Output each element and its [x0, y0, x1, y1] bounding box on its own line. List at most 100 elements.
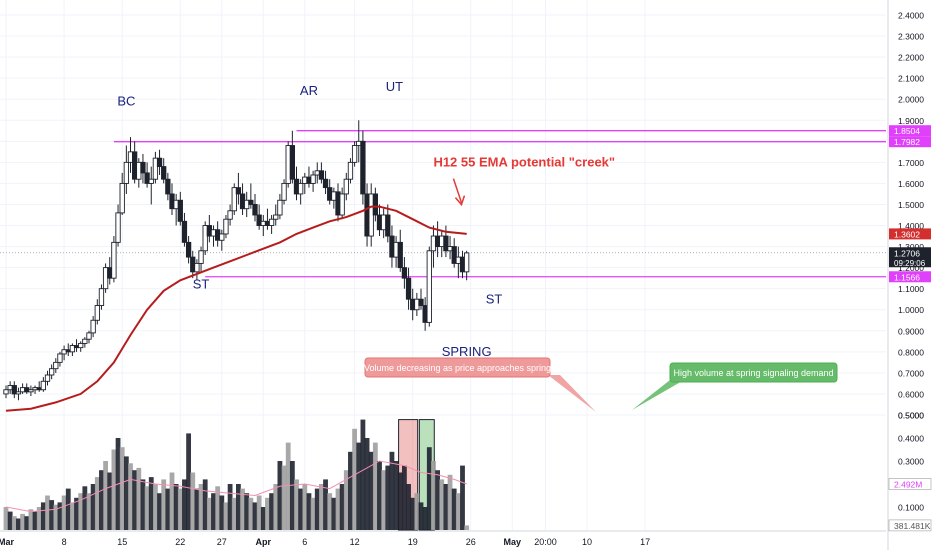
time-tick-label: 8 — [62, 537, 67, 547]
time-tick-label: Mar — [0, 537, 14, 547]
candle — [94, 299, 100, 325]
candle — [181, 212, 188, 247]
volume-tick-label: 0.4000 — [898, 434, 924, 444]
volume-bar — [53, 504, 59, 530]
volume-bar — [443, 484, 449, 530]
candle-body — [44, 374, 51, 382]
candle-body — [28, 389, 34, 393]
candle — [177, 191, 183, 226]
candle — [451, 238, 457, 268]
price-tick-label: 0.8000 — [898, 347, 924, 357]
volume-bar — [173, 484, 179, 530]
price-tick-label: 2.2000 — [898, 53, 924, 63]
volume-bar — [82, 486, 88, 530]
time-tick-label: May — [504, 537, 522, 547]
volume-bar — [447, 474, 453, 530]
price-tick-label: 0.7000 — [898, 368, 924, 378]
candle — [111, 236, 117, 283]
annotation-label: AR — [300, 83, 318, 98]
volume-ma-line — [5, 460, 467, 513]
candle-body — [347, 161, 354, 180]
candle — [82, 337, 88, 348]
volume-bar — [339, 484, 345, 530]
candle — [360, 130, 366, 205]
candle — [28, 385, 34, 397]
volume-bar — [148, 477, 154, 530]
volume-bar — [364, 438, 370, 530]
price-tag-subtext: 09:29:06 — [894, 259, 926, 268]
volume-bar — [198, 484, 204, 530]
candle-body — [98, 288, 105, 306]
candle-body — [318, 170, 325, 180]
volume-bar — [306, 493, 312, 530]
volume-bar — [289, 461, 295, 530]
candle-body — [464, 252, 470, 273]
candle-body — [115, 212, 121, 243]
candle-body — [11, 385, 17, 395]
volume-bar — [240, 488, 245, 530]
candle — [248, 183, 254, 209]
volume-bar — [153, 484, 158, 530]
candle — [256, 204, 262, 230]
ema-arrow-head — [454, 195, 466, 207]
candle-body — [385, 214, 391, 237]
price-tick-label: 1.7000 — [898, 158, 924, 168]
volume-bar — [402, 465, 407, 530]
volume-bar — [190, 472, 196, 530]
price-tick-label: 1.0000 — [898, 305, 924, 315]
candle-body — [219, 233, 225, 241]
volume-bar — [3, 507, 9, 530]
candle-body — [289, 145, 295, 180]
price-tag-bg — [889, 228, 931, 240]
candle — [49, 364, 55, 380]
price-tick-label: 2.1000 — [898, 74, 924, 84]
volume-bar — [211, 493, 216, 530]
price-tag: 1.1566 — [889, 271, 931, 283]
candle-body — [198, 250, 204, 264]
candle — [69, 343, 76, 357]
volume-bar — [144, 486, 150, 530]
candle-body — [339, 193, 345, 216]
volume-bar — [161, 479, 167, 530]
volume-bar — [90, 484, 96, 530]
candle — [40, 377, 47, 392]
price-tag: 1.8504 — [889, 125, 931, 137]
volume-bar — [194, 488, 200, 530]
time-axis-background — [0, 531, 886, 550]
ema-lines — [5, 205, 467, 513]
volume-bar — [206, 497, 212, 530]
candle-body — [231, 187, 237, 212]
volume-bar — [426, 447, 432, 530]
volume-tag-bg — [888, 478, 932, 490]
candle-body — [418, 298, 424, 306]
volume-bar — [431, 461, 436, 530]
time-tick-label: Apr — [256, 537, 272, 547]
annotation-label: UT — [386, 79, 403, 94]
volume-bar — [269, 493, 274, 530]
candle — [144, 162, 150, 188]
candle-body — [223, 218, 229, 235]
candle-body — [161, 166, 167, 180]
candle — [273, 204, 279, 226]
candle — [426, 246, 432, 327]
volume-tag: 381.481K — [888, 519, 932, 532]
candle — [140, 153, 146, 184]
volume-bar — [248, 497, 254, 530]
volume-bars — [3, 419, 470, 530]
candle — [298, 179, 304, 205]
candle-body — [57, 353, 63, 363]
candle-body — [82, 338, 88, 344]
candle-body — [40, 380, 47, 391]
volume-bar — [182, 479, 187, 530]
candle — [385, 204, 391, 243]
price-tick-label: 2.4000 — [898, 11, 924, 21]
candle-body — [227, 210, 233, 220]
volume-bar — [294, 479, 299, 530]
candle — [185, 236, 192, 264]
candle-body — [181, 220, 188, 243]
candle — [351, 141, 358, 167]
volume-tag-text: 2.492M — [894, 480, 922, 490]
